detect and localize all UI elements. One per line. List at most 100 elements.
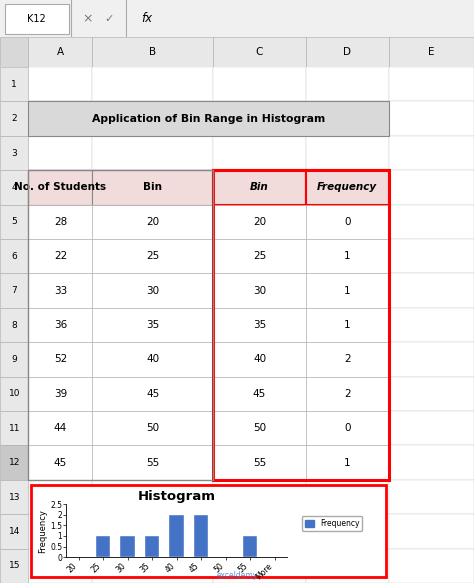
Bar: [0, 273, 28, 308]
Bar: [389, 342, 474, 377]
Bar: [92, 308, 213, 342]
Bar: [0, 67, 28, 101]
Bar: [169, 515, 184, 557]
Bar: [28, 411, 92, 445]
Bar: [0, 377, 28, 411]
Bar: [389, 67, 474, 101]
Bar: [389, 445, 474, 480]
Bar: [389, 549, 474, 583]
Text: 13: 13: [9, 493, 20, 501]
Bar: [306, 67, 389, 101]
Bar: [92, 411, 213, 445]
Bar: [92, 273, 213, 308]
Text: 40: 40: [253, 354, 266, 364]
Text: 25: 25: [253, 251, 266, 261]
Bar: [28, 273, 92, 308]
Text: 33: 33: [54, 286, 67, 296]
Bar: [28, 170, 92, 205]
Bar: [28, 342, 92, 377]
Title: Histogram: Histogram: [137, 490, 216, 503]
Bar: [306, 377, 389, 411]
Bar: [306, 308, 389, 342]
Bar: [92, 514, 213, 549]
Text: 1: 1: [344, 320, 350, 330]
Bar: [28, 377, 92, 411]
Bar: [306, 273, 389, 308]
Text: 0: 0: [344, 423, 350, 433]
Bar: [306, 445, 389, 480]
Bar: [28, 170, 92, 205]
Bar: [213, 342, 306, 377]
Bar: [213, 170, 389, 480]
Bar: [92, 205, 213, 239]
Bar: [389, 205, 474, 239]
Bar: [28, 445, 92, 480]
Text: 5: 5: [11, 217, 17, 226]
Bar: [213, 411, 306, 445]
Bar: [28, 205, 92, 239]
Text: Frequency: Frequency: [317, 182, 377, 192]
Bar: [92, 445, 213, 480]
Bar: [389, 308, 474, 342]
Bar: [28, 342, 92, 377]
Bar: [306, 445, 389, 480]
Text: exceldemy: exceldemy: [216, 571, 258, 581]
Text: 12: 12: [9, 458, 20, 467]
Bar: [28, 136, 92, 170]
Bar: [306, 308, 389, 342]
Bar: [145, 536, 159, 557]
Text: 36: 36: [54, 320, 67, 330]
Text: 3: 3: [11, 149, 17, 157]
Text: Bin: Bin: [250, 182, 269, 192]
Bar: [213, 170, 306, 205]
Bar: [306, 170, 389, 205]
Bar: [213, 37, 306, 67]
Bar: [306, 549, 389, 583]
Text: 0: 0: [344, 217, 350, 227]
Bar: [0, 549, 28, 583]
Bar: [389, 273, 474, 308]
Bar: [92, 239, 213, 273]
Text: Bin: Bin: [143, 182, 163, 192]
Text: 30: 30: [253, 286, 266, 296]
Bar: [213, 342, 306, 377]
Text: 28: 28: [54, 217, 67, 227]
Bar: [92, 273, 213, 308]
Bar: [0, 101, 28, 136]
Bar: [92, 411, 213, 445]
Text: 25: 25: [146, 251, 159, 261]
Bar: [213, 377, 306, 411]
Bar: [92, 101, 213, 136]
Bar: [306, 170, 389, 205]
Bar: [389, 101, 474, 136]
Y-axis label: Frequency: Frequency: [38, 509, 47, 553]
Bar: [92, 170, 213, 205]
Bar: [96, 536, 110, 557]
Bar: [389, 480, 474, 514]
Text: 4: 4: [11, 183, 17, 192]
Bar: [28, 205, 92, 239]
Text: 1: 1: [344, 251, 350, 261]
Bar: [92, 170, 213, 205]
Text: 45: 45: [253, 389, 266, 399]
FancyBboxPatch shape: [5, 3, 69, 34]
Bar: [0, 136, 28, 170]
Bar: [0, 170, 28, 205]
Bar: [213, 411, 306, 445]
Bar: [28, 101, 92, 136]
Bar: [0, 445, 28, 480]
Text: 1: 1: [344, 286, 350, 296]
Text: 50: 50: [253, 423, 266, 433]
Text: 35: 35: [253, 320, 266, 330]
Bar: [0, 514, 28, 549]
Bar: [389, 377, 474, 411]
Text: A: A: [57, 47, 64, 57]
Bar: [28, 377, 92, 411]
Text: B: B: [149, 47, 156, 57]
Text: 11: 11: [9, 424, 20, 433]
Text: 40: 40: [146, 354, 159, 364]
Bar: [213, 308, 306, 342]
Bar: [92, 136, 213, 170]
Text: D: D: [343, 47, 351, 57]
Text: 50: 50: [146, 423, 159, 433]
